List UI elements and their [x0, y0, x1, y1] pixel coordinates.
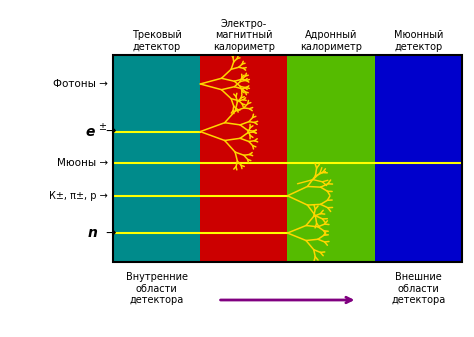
Text: К±, π±, р →: К±, π±, р →	[49, 191, 108, 201]
Text: Фотоны →: Фотоны →	[53, 79, 108, 89]
Text: →: →	[105, 226, 116, 240]
Text: Внутренние
области
детектора: Внутренние области детектора	[126, 272, 188, 305]
Text: Адронный
калориметр: Адронный калориметр	[300, 30, 362, 52]
Bar	[288, 55, 375, 262]
Text: Внешние
области
детектора: Внешние области детектора	[391, 272, 446, 305]
Text: Мюонный
детектор: Мюонный детектор	[394, 30, 443, 52]
Bar	[113, 55, 200, 262]
Text: Трековый
детектор: Трековый детектор	[132, 30, 182, 52]
Text: ±: ±	[98, 122, 106, 131]
Text: Электро-
магнитный
калориметр: Электро- магнитный калориметр	[213, 19, 275, 52]
Text: e: e	[86, 125, 95, 139]
Text: n: n	[88, 226, 98, 240]
Text: Мюоны →: Мюоны →	[57, 158, 108, 167]
Bar	[200, 55, 288, 262]
Bar	[375, 55, 462, 262]
Text: →: →	[105, 125, 116, 138]
Bar	[113, 55, 462, 262]
